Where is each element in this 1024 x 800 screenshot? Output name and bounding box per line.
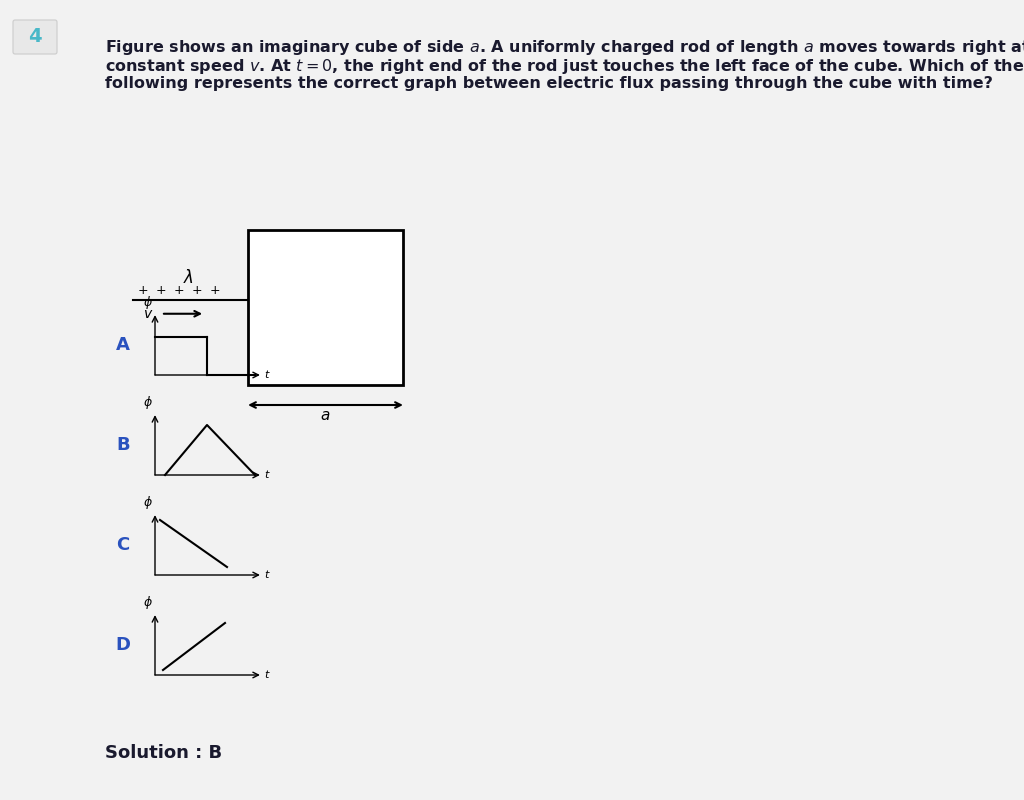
Text: Figure shows an imaginary cube of side $a$. A uniformly charged rod of length $a: Figure shows an imaginary cube of side $… (105, 38, 1024, 57)
Text: t: t (264, 670, 268, 680)
Text: $\lambda$: $\lambda$ (182, 269, 194, 286)
Text: t: t (264, 570, 268, 580)
Text: t: t (264, 370, 268, 380)
Text: D: D (116, 636, 130, 654)
Text: $\phi$: $\phi$ (143, 394, 153, 411)
Text: Solution : B: Solution : B (105, 744, 222, 762)
Text: t: t (264, 470, 268, 480)
Text: +: + (156, 284, 166, 298)
Text: +: + (137, 284, 148, 298)
Text: A: A (116, 336, 130, 354)
Text: $\phi$: $\phi$ (143, 594, 153, 611)
Text: $\phi$: $\phi$ (143, 494, 153, 511)
Text: B: B (116, 436, 130, 454)
Text: constant speed $v$. At $t=0$, the right end of the rod just touches the left fac: constant speed $v$. At $t=0$, the right … (105, 57, 1024, 76)
Text: C: C (117, 536, 130, 554)
Text: following represents the correct graph between electric flux passing through the: following represents the correct graph b… (105, 76, 993, 91)
Bar (248, 230, 403, 385)
Text: $\phi$: $\phi$ (143, 294, 153, 311)
Text: +: + (191, 284, 203, 298)
FancyBboxPatch shape (13, 20, 57, 54)
Text: $a$: $a$ (321, 408, 331, 423)
Text: $v$: $v$ (143, 306, 154, 321)
Text: +: + (210, 284, 220, 298)
Text: +: + (174, 284, 184, 298)
Text: 4: 4 (29, 27, 42, 46)
